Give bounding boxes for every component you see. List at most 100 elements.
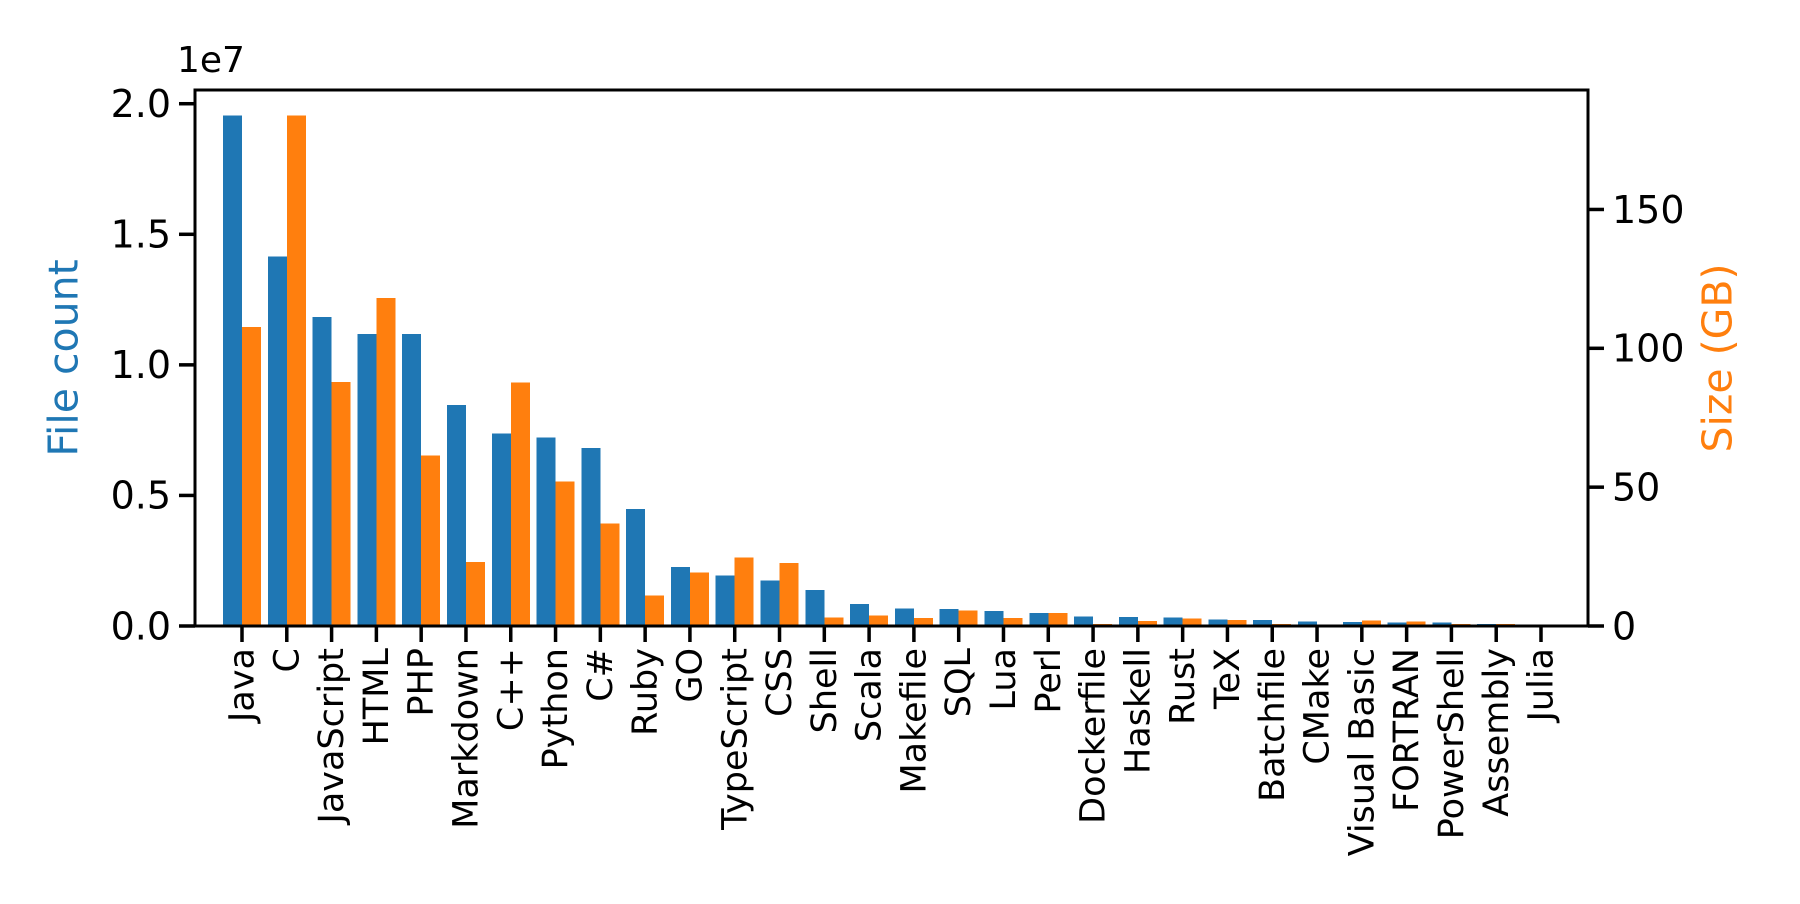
- x-tick-label: Ruby: [626, 648, 666, 736]
- bar-file-count: [760, 580, 780, 626]
- bar-file-count: [1074, 616, 1094, 626]
- bar-size: [242, 326, 261, 626]
- bar-size: [1048, 612, 1068, 626]
- left-axis-label: File count: [39, 259, 87, 456]
- right-axis-tick-label: 100: [1612, 327, 1685, 371]
- x-tick-label: SQL: [939, 648, 979, 718]
- bar-file-count: [223, 115, 242, 627]
- x-tick-label: PowerShell: [1432, 648, 1472, 839]
- left-axis-tick-label: 0.0: [111, 604, 171, 648]
- bar-size: [555, 481, 575, 626]
- bar-size: [286, 115, 306, 627]
- bar-file-count: [402, 334, 422, 626]
- bar-size: [1003, 618, 1023, 626]
- x-tick-label: TypeScript: [715, 648, 755, 831]
- bar-file-count: [850, 604, 870, 626]
- bar-file-count: [939, 608, 959, 626]
- bar-file-count: [894, 608, 914, 626]
- x-tick-label: Julia: [1522, 648, 1562, 723]
- file-count-bars: [223, 115, 1541, 627]
- bar-file-count: [715, 575, 735, 626]
- bar-file-count: [446, 404, 466, 626]
- bar-file-count: [1387, 622, 1407, 626]
- size-bars: [242, 115, 1560, 627]
- bar-file-count: [1342, 621, 1362, 626]
- bar-file-count: [536, 437, 556, 626]
- right-axis-tick-label: 0: [1612, 604, 1636, 648]
- bar-file-count: [1253, 619, 1273, 626]
- bar-file-count: [1208, 619, 1228, 626]
- left-axis-offset-text: 1e7: [177, 40, 245, 81]
- bar-size: [869, 615, 889, 626]
- right-axis-tick-label: 50: [1612, 465, 1660, 509]
- x-tick-label: CMake: [1298, 648, 1338, 765]
- x-axis-tick-labels: Java C JavaScript HTML PHP Markdown C++ Python C…: [223, 648, 1562, 857]
- bar-size: [958, 610, 978, 626]
- left-axis-tick-label: 1.5: [111, 213, 171, 257]
- x-tick-label: Markdown: [447, 648, 487, 829]
- x-axis-ticks: [240, 626, 1543, 642]
- bar-file-count: [984, 610, 1004, 626]
- bar-size: [779, 563, 799, 626]
- left-axis-tick-label: 2.0: [111, 82, 171, 126]
- plot-border: [193, 88, 1590, 628]
- bar-file-count: [267, 256, 287, 626]
- left-axis-tick-label: 0.5: [111, 474, 171, 518]
- bar-file-count: [1118, 617, 1138, 626]
- bar-file-count: [491, 433, 511, 626]
- x-tick-label: Haskell: [1118, 648, 1158, 774]
- x-tick-label: GO: [670, 648, 710, 703]
- x-tick-label: C++: [491, 648, 531, 731]
- bar-size: [645, 595, 665, 626]
- bar-file-count: [1432, 622, 1452, 626]
- bar-size: [1361, 620, 1381, 626]
- bar-file-count: [1029, 612, 1049, 626]
- x-tick-label: Lua: [984, 648, 1024, 711]
- left-axis-ticks: [179, 101, 195, 628]
- bar-size: [689, 572, 709, 626]
- left-axis-tick-label: 1.0: [111, 343, 171, 387]
- x-tick-label: Python: [536, 648, 576, 769]
- x-tick-label: Scala: [850, 648, 890, 742]
- bar-size: [1406, 621, 1426, 626]
- x-tick-label: TeX: [1208, 648, 1248, 710]
- x-tick-label: Assembly: [1477, 648, 1517, 817]
- bar-size: [510, 382, 530, 626]
- x-tick-label: PHP: [402, 648, 442, 717]
- right-axis-tick-label: 150: [1612, 188, 1685, 232]
- bar-file-count: [581, 448, 601, 626]
- bar-size: [734, 557, 754, 626]
- bar-size: [376, 297, 396, 626]
- x-tick-label: FORTRAN: [1387, 648, 1427, 812]
- x-tick-label: Perl: [1029, 648, 1069, 714]
- x-tick-label: CSS: [760, 648, 800, 717]
- x-tick-label: C: [267, 648, 307, 672]
- x-tick-label: HTML: [357, 648, 397, 746]
- right-axis-label: Size (GB): [1693, 263, 1741, 452]
- bar-size: [465, 561, 485, 626]
- bar-file-count: [670, 566, 690, 626]
- right-axis-tick-labels: 0 50 100 150: [1612, 188, 1685, 649]
- x-tick-label: Shell: [805, 648, 845, 733]
- bar-size: [824, 617, 844, 626]
- bar-size: [1182, 618, 1202, 626]
- x-tick-label: Dockerfile: [1074, 648, 1114, 824]
- bar-file-count: [1298, 621, 1318, 626]
- left-axis-tick-labels: 0.0 0.5 1.0 1.5 2.0: [111, 82, 171, 648]
- x-tick-label: Rust: [1163, 648, 1203, 725]
- x-tick-label: C#: [581, 648, 621, 702]
- x-tick-label: Batchfile: [1253, 648, 1293, 802]
- x-tick-label: Visual Basic: [1342, 648, 1382, 856]
- bar-file-count: [626, 509, 646, 626]
- bar-file-count: [357, 334, 377, 626]
- bar-size: [913, 617, 933, 626]
- bar-size: [600, 523, 620, 626]
- bar-size: [331, 382, 351, 626]
- x-tick-label: Makefile: [894, 648, 934, 794]
- bar-file-count: [1163, 617, 1183, 626]
- bar-file-count: [805, 589, 825, 626]
- bar-file-count: [312, 316, 332, 626]
- bar-size: [421, 455, 441, 626]
